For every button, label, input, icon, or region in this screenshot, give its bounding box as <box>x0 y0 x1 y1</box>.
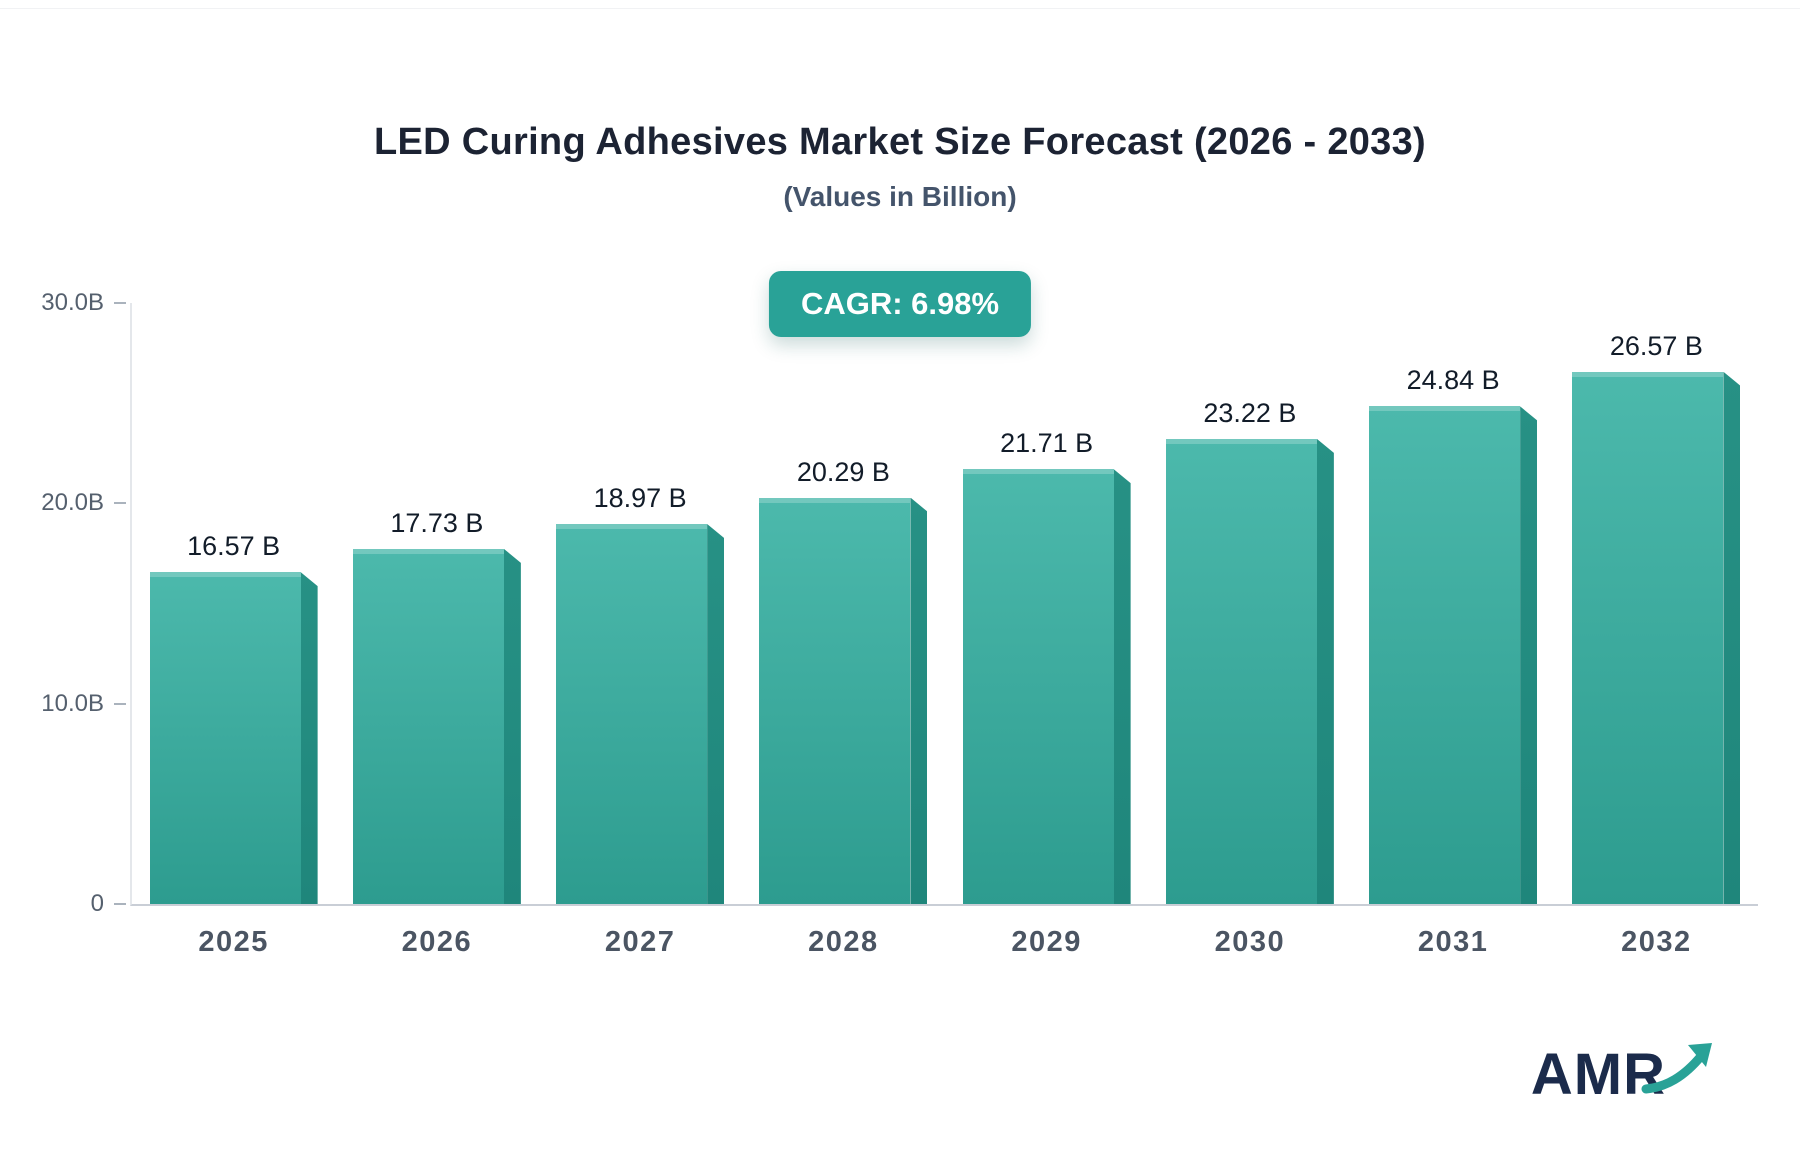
chart-title: LED Curing Adhesives Market Size Forecas… <box>373 121 1427 163</box>
x-axis-label: 2030 <box>1214 926 1286 958</box>
bar-value-label: 17.73 B <box>390 507 484 538</box>
bar-front-face <box>1572 371 1724 904</box>
bar-side-face <box>1113 469 1131 904</box>
bar-value-label: 26.57 B <box>1609 330 1703 361</box>
bar <box>352 548 521 904</box>
bar-side-face <box>707 524 725 904</box>
bar-side-face <box>503 548 521 904</box>
bar-group: 21.71 B 2029 <box>962 303 1131 958</box>
y-tick-label: 10.0B <box>41 689 104 717</box>
bar-front-face <box>1165 438 1317 904</box>
amr-logo: AMR <box>1531 1041 1718 1108</box>
x-axis-label: 2029 <box>1011 926 1082 958</box>
bar-side-face <box>1520 406 1538 904</box>
y-tick-label: 30.0B <box>41 289 104 316</box>
x-axis-label: 2026 <box>401 926 473 958</box>
bar-value-label: 20.29 B <box>796 456 890 487</box>
bar-front-face <box>759 497 911 904</box>
chart-subtitle: (Values in Billion) <box>783 181 1017 212</box>
bar-value-label: 24.84 B <box>1406 365 1500 396</box>
bar-front-face <box>556 524 708 904</box>
bar-group: 26.57 B 2032 <box>1572 303 1741 958</box>
y-tick-mark <box>114 302 126 304</box>
bar-value-label: 18.97 B <box>593 483 687 513</box>
y-tick-mark <box>114 702 126 705</box>
bar-group: 20.29 B 2028 <box>759 303 928 958</box>
y-tick-mark <box>114 502 126 505</box>
y-axis: 30.0B 20.0B 10.0B 0 <box>41 289 1758 917</box>
trend-up-arrow-icon <box>1640 1037 1718 1104</box>
bar-front-face <box>149 572 301 904</box>
bar <box>1165 438 1334 904</box>
amr-logo-text: AMR <box>1530 1042 1666 1107</box>
bar <box>149 572 318 904</box>
bar-group: 16.57 B 2025 <box>149 303 318 958</box>
bar <box>556 524 725 904</box>
bar <box>962 469 1131 904</box>
chart-card: LED Curing Adhesives Market Size Forecas… <box>0 8 1800 1156</box>
x-axis-label: 2028 <box>808 926 879 958</box>
bars-row: 16.57 B 2025 17.73 B 2026 18.97 B 2027 20.29 B… <box>132 303 1758 958</box>
bar <box>1572 371 1741 904</box>
bar-group: 18.97 B 2027 <box>556 303 725 958</box>
y-tick: 30.0B <box>41 289 132 317</box>
x-axis-label: 2032 <box>1621 926 1692 958</box>
cagr-badge: CAGR: 6.98% <box>768 271 1032 337</box>
bar-side-face <box>300 572 318 904</box>
bar-value-label: 23.22 B <box>1203 397 1297 428</box>
y-tick-mark <box>114 903 126 905</box>
bar-side-face <box>1723 371 1741 904</box>
bar-front-face <box>352 548 504 904</box>
y-tick: 0 <box>91 890 132 918</box>
bar-value-label: 16.57 B <box>187 531 281 562</box>
bar <box>759 497 928 904</box>
bar-group: 23.22 B 2030 <box>1165 303 1334 958</box>
y-tick: 10.0B <box>41 690 132 718</box>
bar-front-face <box>1369 406 1521 904</box>
bar-front-face <box>962 469 1114 904</box>
x-axis-label: 2027 <box>604 926 676 958</box>
bar-value-label: 21.71 B <box>1000 428 1094 459</box>
x-axis-label: 2025 <box>198 926 269 958</box>
plot-area: 30.0B 20.0B 10.0B 0 16.57 B 2025 17.73 B 2026 1… <box>41 289 1758 958</box>
bar-group: 24.84 B 2031 <box>1369 303 1538 958</box>
y-tick-label: 20.0B <box>41 489 104 517</box>
x-axis-label: 2031 <box>1417 926 1489 958</box>
bar-side-face <box>1316 438 1334 904</box>
bar-side-face <box>910 497 928 904</box>
bar-group: 17.73 B 2026 <box>352 303 521 958</box>
y-tick-label: 0 <box>90 890 104 917</box>
y-tick: 20.0B <box>41 489 132 517</box>
bar <box>1369 406 1538 904</box>
